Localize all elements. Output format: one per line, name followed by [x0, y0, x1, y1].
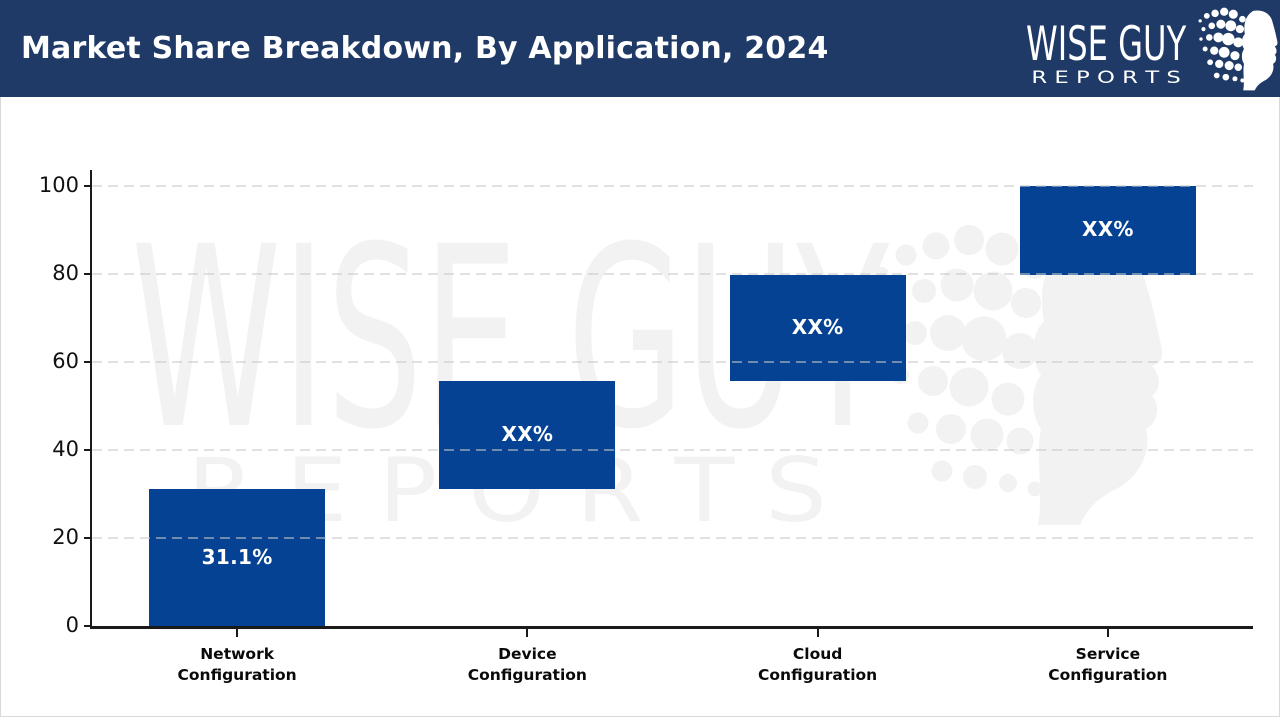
y-tick-mark: [84, 537, 92, 539]
bar-service-configuration: [1019, 186, 1196, 275]
bar-network-configuration: [149, 489, 326, 626]
y-axis: [90, 170, 92, 629]
x-tick-mark: [236, 629, 239, 637]
x-tick-mark: [526, 629, 529, 637]
y-tick-label: 20: [52, 525, 79, 549]
y-tick-label: 60: [52, 349, 79, 373]
logo-brand-text: WISE GUY: [1026, 17, 1186, 71]
wiseguy-logo: WISE GUY R E P O R T S: [1026, 7, 1278, 90]
y-tick-mark: [84, 625, 92, 627]
gridline-80: [92, 273, 1253, 275]
x-axis: [90, 626, 1253, 629]
gridline-40: [92, 449, 1253, 451]
x-category-label: Device Configuration: [467, 645, 587, 684]
bar-cloud-configuration: [729, 274, 906, 382]
bar-value-label: 31.1%: [201, 544, 273, 569]
y-tick-mark: [84, 185, 92, 187]
y-tick-mark: [84, 449, 92, 451]
x-tick-mark: [1106, 629, 1109, 637]
x-category-label: Network Configuration: [177, 645, 297, 684]
gridline-100: [92, 185, 1253, 187]
y-tick-label: 80: [52, 261, 79, 285]
y-tick-label: 100: [38, 173, 79, 197]
y-tick-mark: [84, 273, 92, 275]
bar-value-label: XX%: [791, 315, 844, 340]
bar-device-configuration: [439, 381, 616, 490]
chart-area: WISE GUY R E P O R T S 0 20 40 60 80 100 31.1%…: [0, 97, 1280, 717]
x-category-label: Cloud Configuration: [758, 645, 878, 684]
y-tick-label: 40: [52, 437, 79, 461]
y-tick-mark: [84, 361, 92, 363]
gridline-60: [92, 361, 1253, 363]
y-tick-label: 0: [65, 613, 79, 637]
x-category-label: Service Configuration: [1048, 645, 1168, 684]
watermark-logo: WISE GUY R E P O R T S: [131, 225, 1163, 530]
header-bar: Market Share Breakdown, By Application, …: [0, 0, 1280, 97]
bar-value-label: XX%: [1081, 217, 1134, 242]
logo-reports-text: R E P O R T S: [1031, 68, 1180, 88]
bar-value-label: XX%: [501, 422, 554, 447]
page-title: Market Share Breakdown, By Application, …: [21, 31, 829, 66]
x-tick-mark: [816, 629, 819, 637]
gridline-20: [92, 537, 1253, 539]
